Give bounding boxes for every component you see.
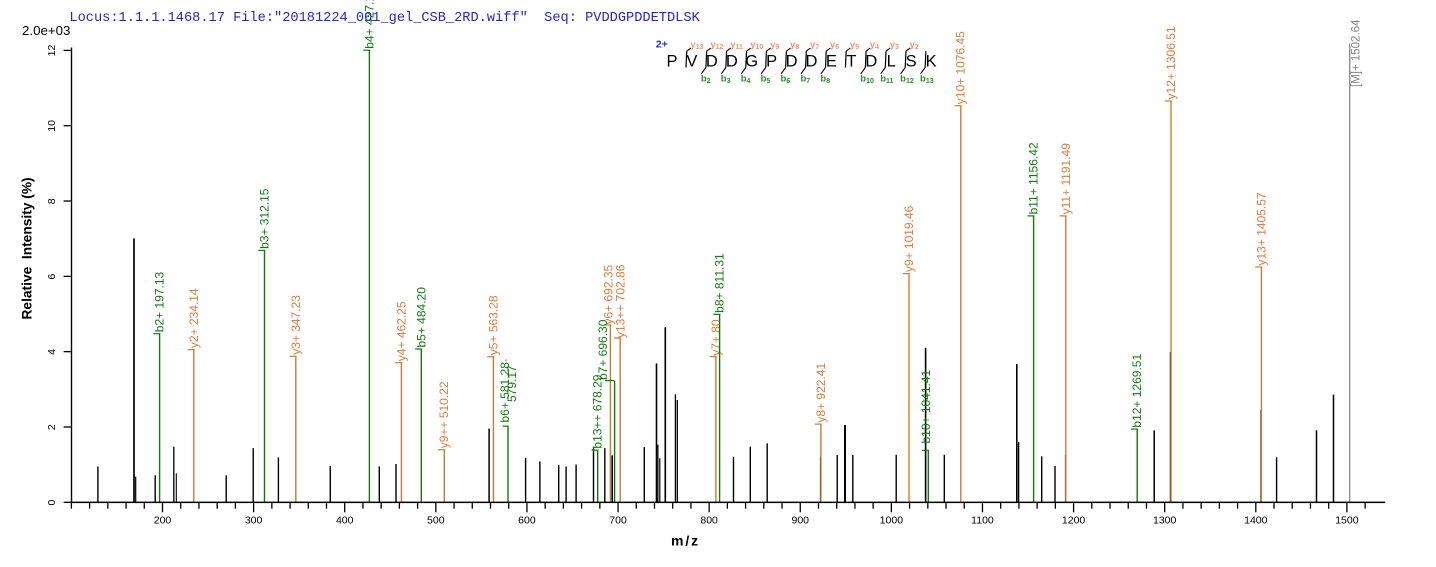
svg-text:8: 8 bbox=[46, 198, 58, 204]
svg-text:b3: b3 bbox=[721, 74, 731, 86]
svg-text:S: S bbox=[906, 53, 917, 71]
svg-text:y11+ 1191.49: y11+ 1191.49 bbox=[1059, 143, 1073, 215]
svg-text:b5: b5 bbox=[761, 74, 771, 86]
svg-text:y2: y2 bbox=[910, 40, 919, 52]
svg-text:P: P bbox=[666, 53, 677, 71]
svg-text:600: 600 bbox=[518, 515, 536, 527]
svg-text:300: 300 bbox=[245, 515, 263, 527]
svg-text:b4: b4 bbox=[741, 74, 751, 86]
svg-text:12: 12 bbox=[46, 45, 58, 57]
svg-text:y9: y9 bbox=[770, 40, 779, 52]
svg-text:500: 500 bbox=[427, 515, 445, 527]
svg-text:y13: y13 bbox=[690, 40, 703, 52]
svg-text:b7+ 696.30: b7+ 696.30 bbox=[596, 319, 610, 380]
svg-text:1000: 1000 bbox=[880, 515, 904, 527]
svg-text:y7+ 80: y7+ 80 bbox=[709, 319, 723, 356]
svg-text:b7: b7 bbox=[800, 74, 810, 86]
svg-text:[M]+ 1502.64: [M]+ 1502.64 bbox=[1351, 19, 1363, 87]
svg-text:2: 2 bbox=[46, 424, 58, 430]
svg-text:y3: y3 bbox=[890, 40, 899, 52]
svg-text:K: K bbox=[926, 53, 937, 71]
svg-text:D: D bbox=[865, 53, 877, 71]
svg-text:b13++ 678.29: b13++ 678.29 bbox=[591, 374, 605, 448]
svg-text:b10: b10 bbox=[860, 74, 874, 86]
svg-text:2+: 2+ bbox=[656, 38, 668, 50]
svg-text:b8: b8 bbox=[820, 74, 830, 86]
svg-text:y5: y5 bbox=[850, 40, 859, 52]
svg-text:200: 200 bbox=[154, 515, 172, 527]
svg-text:1400: 1400 bbox=[1244, 515, 1268, 527]
svg-text:b12+ 1269.51: b12+ 1269.51 bbox=[1130, 354, 1144, 428]
svg-text:Relative Intensity (%): Relative Intensity (%) bbox=[20, 177, 35, 319]
svg-text:400: 400 bbox=[336, 515, 354, 527]
svg-text:b6+ 581.28·: b6+ 581.28· bbox=[498, 358, 512, 422]
svg-text:1500: 1500 bbox=[1335, 515, 1359, 527]
svg-text:b13: b13 bbox=[920, 74, 934, 86]
svg-text:b12: b12 bbox=[900, 74, 914, 86]
svg-text:y4: y4 bbox=[870, 40, 879, 52]
svg-text:b5+ 484.20: b5+ 484.20 bbox=[414, 287, 428, 348]
svg-text:y10+ 1076.45: y10+ 1076.45 bbox=[954, 31, 968, 104]
svg-text:1300: 1300 bbox=[1153, 515, 1177, 527]
svg-text:D: D bbox=[806, 53, 818, 71]
svg-text:y13++ 702.86: y13++ 702.86 bbox=[613, 264, 627, 338]
svg-text:m/z: m/z bbox=[671, 533, 700, 549]
svg-text:y12+ 1306.51: y12+ 1306.51 bbox=[1164, 26, 1178, 99]
svg-text:6: 6 bbox=[46, 274, 58, 280]
svg-text:G: G bbox=[745, 53, 758, 71]
svg-text:L: L bbox=[887, 53, 896, 71]
svg-text:y6+ 692.35: y6+ 692.35 bbox=[601, 264, 615, 324]
svg-text:700: 700 bbox=[609, 515, 627, 527]
svg-text:b11: b11 bbox=[880, 74, 893, 86]
svg-text:4: 4 bbox=[46, 349, 58, 355]
svg-text:y8+ 922.41: y8+ 922.41 bbox=[814, 363, 828, 423]
svg-text:b6: b6 bbox=[781, 74, 791, 86]
svg-text:b4+ 427.18: b4+ 427.18 bbox=[362, 0, 376, 49]
svg-text:b3+ 312.15: b3+ 312.15 bbox=[257, 188, 271, 249]
svg-text:2.0e+03: 2.0e+03 bbox=[22, 23, 70, 38]
svg-text:V: V bbox=[686, 53, 697, 71]
svg-text:y7: y7 bbox=[810, 40, 819, 52]
svg-text:y13+ 1405.57: y13+ 1405.57 bbox=[1254, 192, 1268, 265]
svg-text:0: 0 bbox=[46, 500, 58, 506]
svg-text:y4+ 462.25: y4+ 462.25 bbox=[394, 301, 408, 361]
svg-text:10: 10 bbox=[46, 120, 58, 132]
svg-text:D: D bbox=[706, 53, 718, 71]
svg-text:E: E bbox=[826, 53, 837, 71]
svg-text:1100: 1100 bbox=[971, 515, 994, 527]
svg-text:579.17: 579.17 bbox=[505, 365, 519, 402]
svg-text:Locus:1.1.1.1468.17 File:"2018: Locus:1.1.1.1468.17 File:"20181224_001_g… bbox=[69, 11, 700, 26]
svg-text:b10+ 1041.41: b10+ 1041.41 bbox=[919, 369, 933, 443]
svg-text:y8: y8 bbox=[790, 40, 799, 52]
svg-text:b2: b2 bbox=[701, 74, 711, 86]
svg-text:D: D bbox=[786, 53, 798, 71]
svg-text:y11: y11 bbox=[730, 40, 743, 52]
svg-text:b2+ 197.13: b2+ 197.13 bbox=[153, 271, 167, 332]
svg-text:y9++ 510.22: y9++ 510.22 bbox=[437, 381, 451, 448]
svg-text:y5+ 563.28: y5+ 563.28 bbox=[486, 295, 500, 355]
svg-text:y2+ 234.14: y2+ 234.14 bbox=[187, 288, 201, 348]
svg-text:900: 900 bbox=[791, 515, 809, 527]
svg-text:y6: y6 bbox=[830, 40, 839, 52]
svg-text:y3+ 347.23: y3+ 347.23 bbox=[289, 295, 303, 355]
svg-text:b11+ 1156.42: b11+ 1156.42 bbox=[1027, 142, 1041, 214]
svg-text:D: D bbox=[726, 53, 738, 71]
svg-text:P: P bbox=[766, 53, 777, 71]
svg-text:y12: y12 bbox=[710, 40, 723, 52]
svg-text:T: T bbox=[846, 53, 856, 71]
svg-text:1200: 1200 bbox=[1062, 515, 1086, 527]
svg-text:b8+ 811.31: b8+ 811.31 bbox=[713, 253, 727, 313]
svg-text:800: 800 bbox=[700, 515, 718, 527]
svg-text:y10: y10 bbox=[750, 40, 763, 52]
svg-text:y9+ 1019.46: y9+ 1019.46 bbox=[902, 205, 916, 272]
